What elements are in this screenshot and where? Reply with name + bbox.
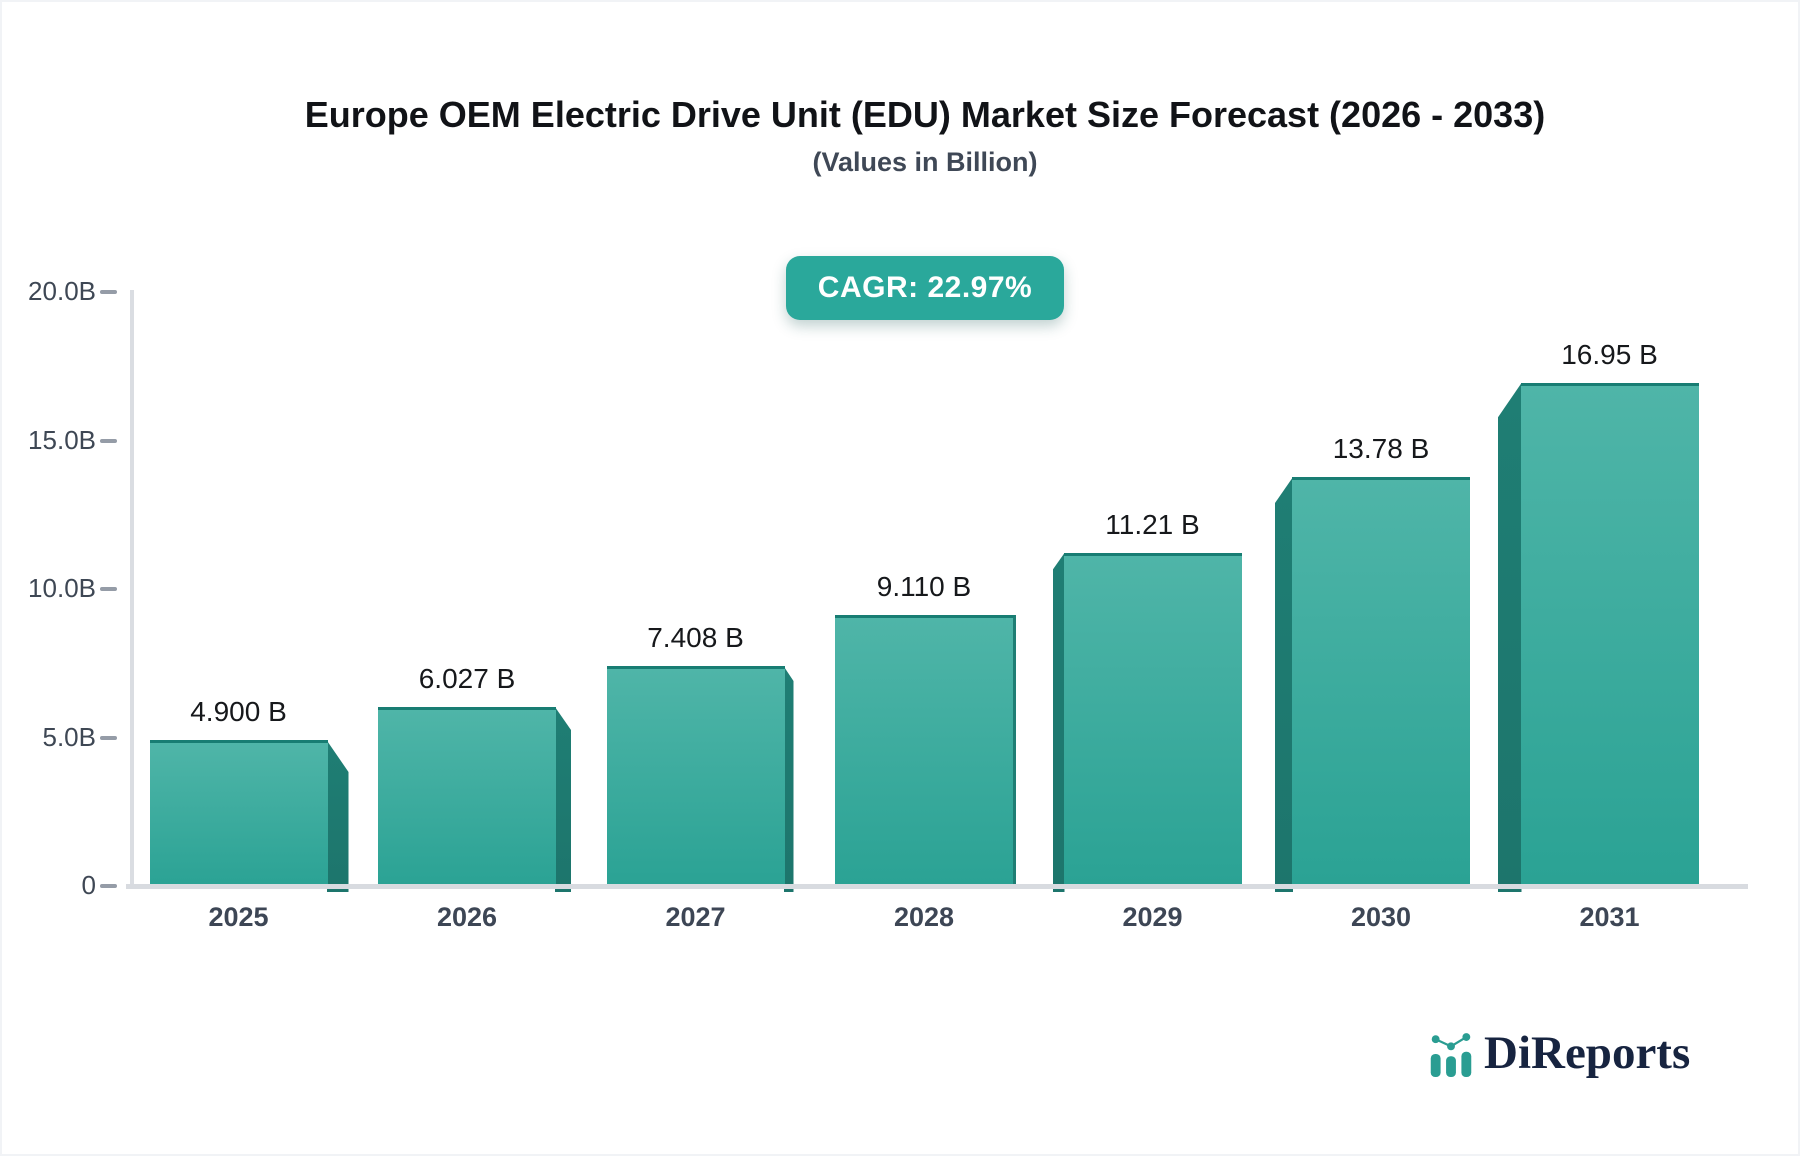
bar-value-label-2031: 16.95 B [1561,339,1658,370]
mini-bar-chart-icon [1430,1032,1472,1077]
y-tick-label: 5.0B [42,721,97,752]
x-axis-label-2030: 2030 [1350,902,1412,932]
bar-value-label-2027: 7.408 B [647,622,744,653]
x-axis-label-2025: 2025 [208,902,269,932]
bar-side-face-2025 [326,740,349,892]
bar-side-face-2026 [555,707,571,892]
y-tick-dash [100,587,117,591]
y-tick-dash [100,438,117,443]
y-tick-label: 15.0B [28,424,96,455]
logo-text: DiReports [1484,1027,1691,1079]
bar-value-label-2028: 9.110 B [876,571,972,602]
bar-2025[interactable] [149,740,328,889]
y-tick-label: 20.0B [28,276,96,306]
x-axis-label-2027: 2027 [665,902,726,932]
chart-subtitle: (Values in Billion) [812,147,1038,177]
x-axis-label-2028: 2028 [893,902,955,932]
bar-value-label-2026: 6.027 B [418,663,516,694]
bar-side-face-2030 [1275,477,1293,892]
bar-value-label-2029: 11.21 B [1105,509,1200,540]
bar-side-face-2031 [1497,383,1522,892]
y-tick-label: 10.0B [28,573,96,603]
x-axis-label-2031: 2031 [1579,902,1640,932]
bar-2030[interactable] [1292,477,1470,889]
chart-title: Europe OEM Electric Drive Unit (EDU) Mar… [304,94,1546,135]
cagr-badge: CAGR: 22.97% [785,256,1065,320]
y-tick-dash [100,290,117,294]
y-tick-dash [100,884,117,888]
bar-2027[interactable] [606,666,785,889]
x-axis-label-2026: 2026 [436,902,498,932]
cagr-badge-row: CAGR: 22.97% [130,256,1720,320]
x-axis-baseline [126,884,1748,889]
bar-value-label-2025: 4.900 B [190,696,287,727]
bar-value-label-2030: 13.78 B [1332,433,1430,464]
direports-logo: DiReports [1428,1030,1690,1077]
bar-2028[interactable] [835,615,1016,889]
bar-2026[interactable] [378,707,556,889]
x-axis-label-2029: 2029 [1122,902,1183,932]
bar-2031[interactable] [1520,383,1699,889]
bar-side-face-2029 [1052,553,1065,892]
y-tick-dash [100,735,117,740]
bar-2029[interactable] [1063,553,1242,889]
y-axis-line [130,290,134,888]
bar-side-face-2027 [783,666,794,892]
y-tick-label: 0 [81,870,96,900]
